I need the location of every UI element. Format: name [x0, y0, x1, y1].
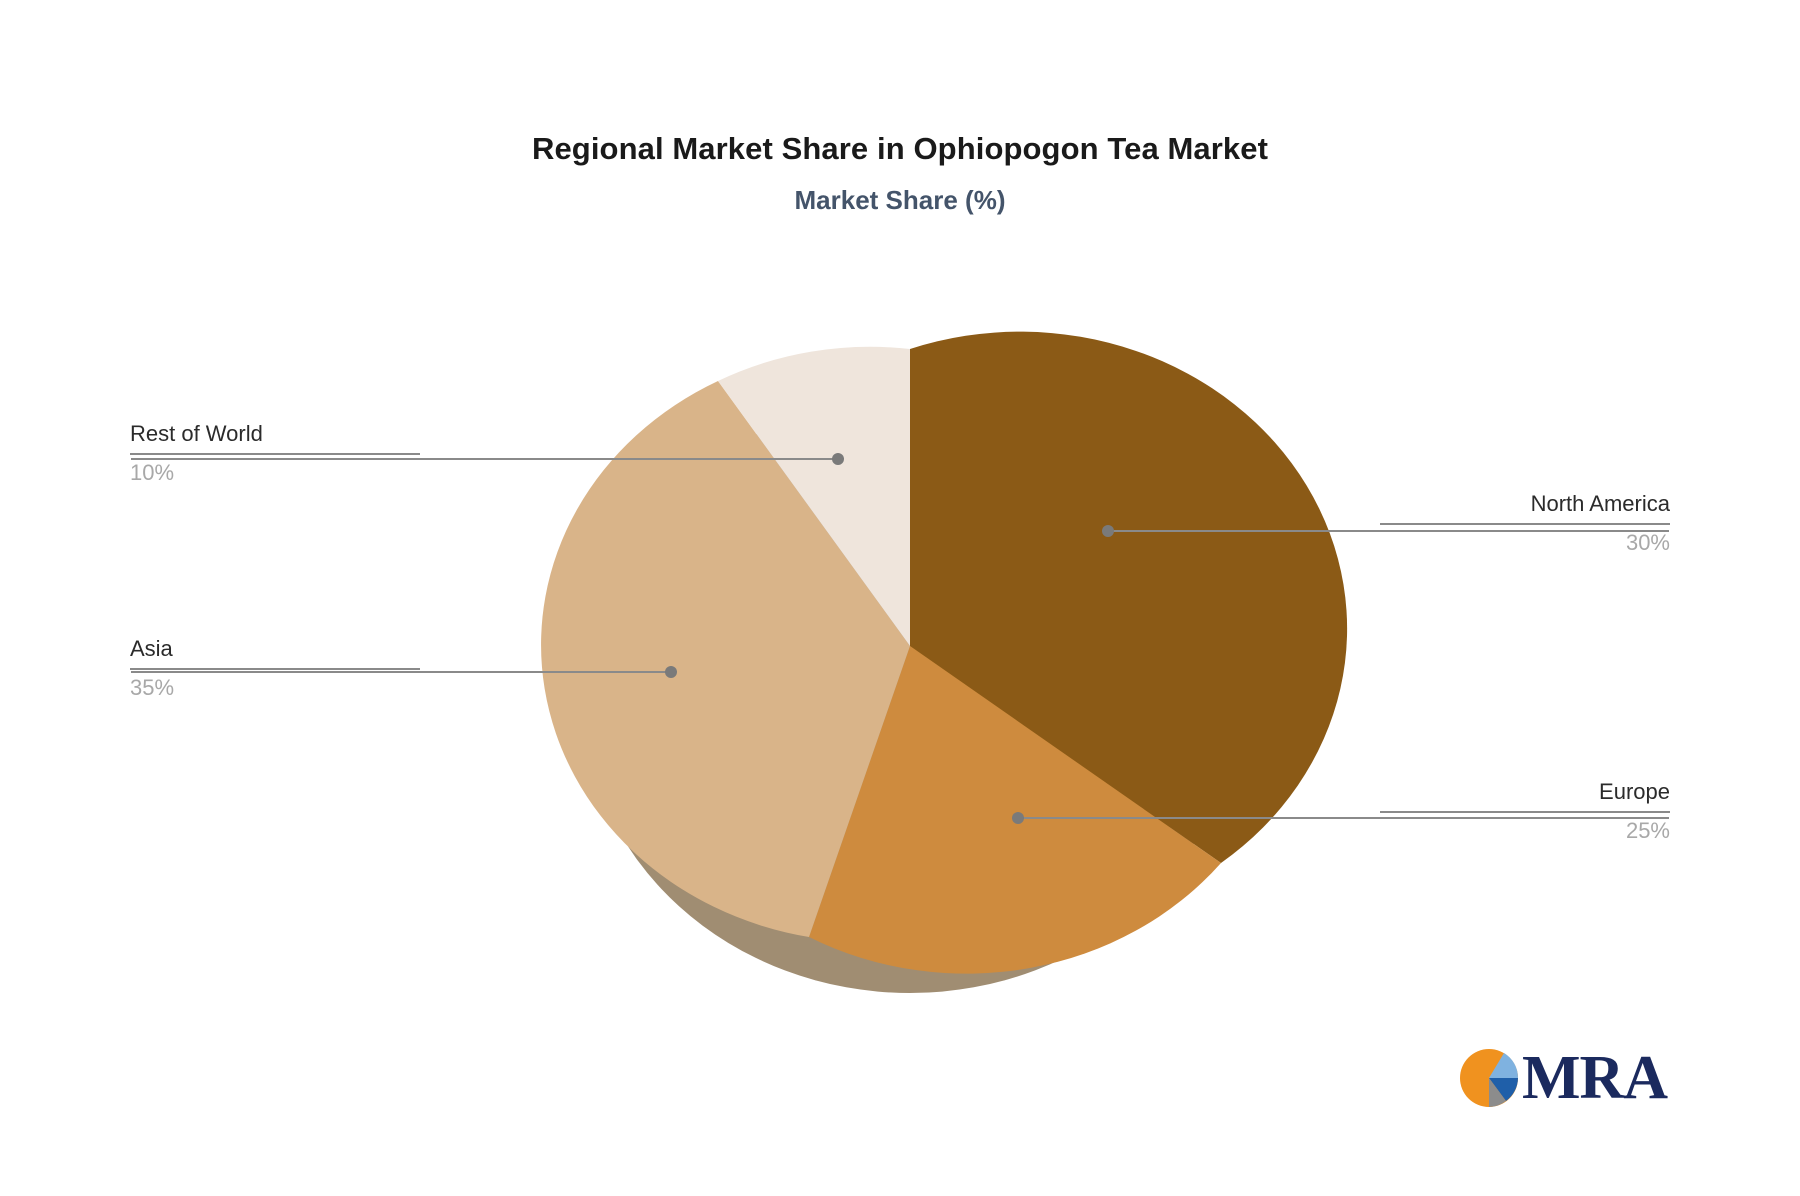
pie-slice-europe[interactable] [809, 646, 1221, 974]
callout-rule-north-america [1380, 522, 1670, 525]
brand-wordmark: MRA [1522, 1044, 1668, 1112]
callout-north-america: North America 30% [1380, 490, 1670, 556]
chart-title: Regional Market Share in Ophiopogon Tea … [531, 131, 1269, 166]
pie-leader-lines [131, 458, 1669, 819]
callout-asia: Asia 35% [130, 635, 420, 701]
leader-dot-europe [1012, 812, 1024, 824]
leader-dot-rest-of-world [832, 453, 844, 465]
brand-logo: MRA [1456, 1042, 1668, 1114]
pie-slices [541, 331, 1348, 974]
callout-rule-europe [1380, 810, 1670, 813]
callout-rest-of-world: Rest of World 10% [130, 420, 420, 486]
leader-dot-asia [665, 666, 677, 678]
callout-rule-asia [130, 667, 420, 670]
callout-value-asia: 35% [130, 674, 175, 700]
leader-dot-north-america [1102, 525, 1114, 537]
callout-value-rest-of-world: 10% [130, 459, 175, 485]
callout-value-europe: 25% [1625, 817, 1670, 843]
callout-label-north-america: North America [1530, 491, 1670, 516]
callout-rule-rest-of-world [130, 452, 420, 455]
pie-slice-asia[interactable] [541, 381, 910, 937]
pie-slice-rest-of-world[interactable] [718, 346, 910, 646]
callout-label-asia: Asia [130, 636, 173, 661]
pie-leader-dots [665, 453, 1114, 824]
callout-value-north-america: 30% [1625, 529, 1670, 555]
pie-chart-logo-icon [1460, 1049, 1519, 1107]
callout-label-europe: Europe [1599, 779, 1670, 804]
pie-slice-north-america[interactable] [910, 331, 1348, 863]
callout-europe: Europe 25% [1380, 778, 1670, 844]
callout-label-rest-of-world: Rest of World [130, 421, 263, 446]
chart-subtitle: Market Share (%) [794, 185, 1006, 216]
chart-header: Regional Market Share in Ophiopogon Tea … [0, 130, 1800, 216]
